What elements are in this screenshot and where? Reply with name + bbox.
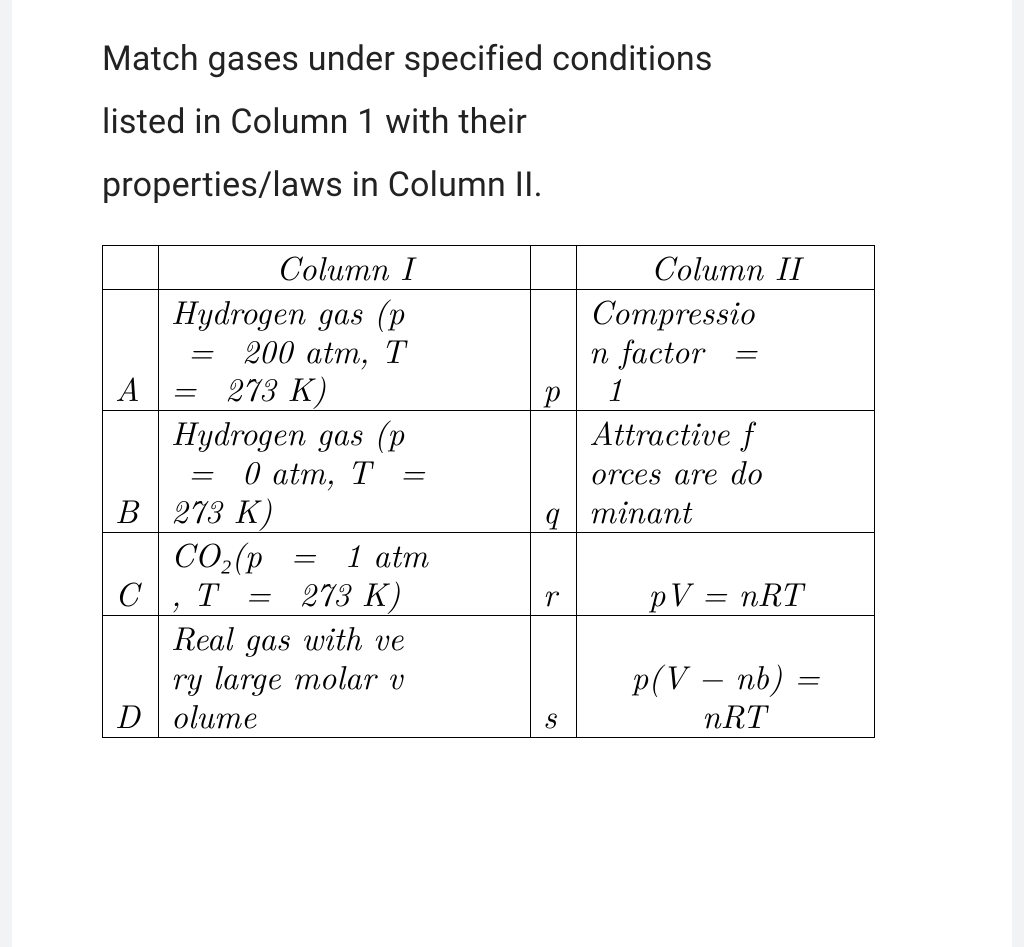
row-label-2: r [531,572,576,615]
row-col1: Real gas with ve ry large molar v olume [159,616,530,737]
row-col2: Compressio n factor = 1 [577,290,874,411]
match-table: Column I Column II A Hydrogen gas (p = 2… [102,245,875,738]
table-row: C CO₂(p = 1 atm , T = 273 K) r pV = nRT [103,533,875,616]
question-line: listed in Column 1 with their [102,102,527,142]
table-row: B Hydrogen gas (p = 0 atm, T = 273 K) q … [103,411,875,533]
row-col2: pV = nRT [577,533,874,615]
question-line: Match gases under specified conditions [102,39,713,79]
col2-header: Column II [577,246,874,289]
row-col2: p(V − nb) = nRT [577,655,874,737]
row-label-2: q [531,489,576,532]
row-label-1: C [103,572,158,615]
table-header-row: Column I Column II [103,245,875,289]
row-col2: Attractive f orces are do minant [577,411,874,532]
row-col1: Hydrogen gas (p = 200 atm, T = 273 K) [159,290,530,411]
row-col1: Hydrogen gas (p = 0 atm, T = 273 K) [159,411,530,532]
row-label-1: D [103,694,158,737]
col1-header: Column I [159,246,530,289]
row-label-1: A [103,367,158,410]
row-label-2: p [531,367,576,410]
row-col1: CO₂(p = 1 atm , T = 273 K) [159,533,530,615]
row-label-2: s [531,694,576,737]
question-line: properties/laws in Column II. [102,165,543,205]
row-label-1: B [103,489,158,532]
table-row: A Hydrogen gas (p = 200 atm, T = 273 K) … [103,289,875,411]
table-row: D Real gas with ve ry large molar v olum… [103,616,875,738]
question-text: Match gases under specified conditions l… [102,28,956,217]
page: Match gases under specified conditions l… [12,0,1012,947]
